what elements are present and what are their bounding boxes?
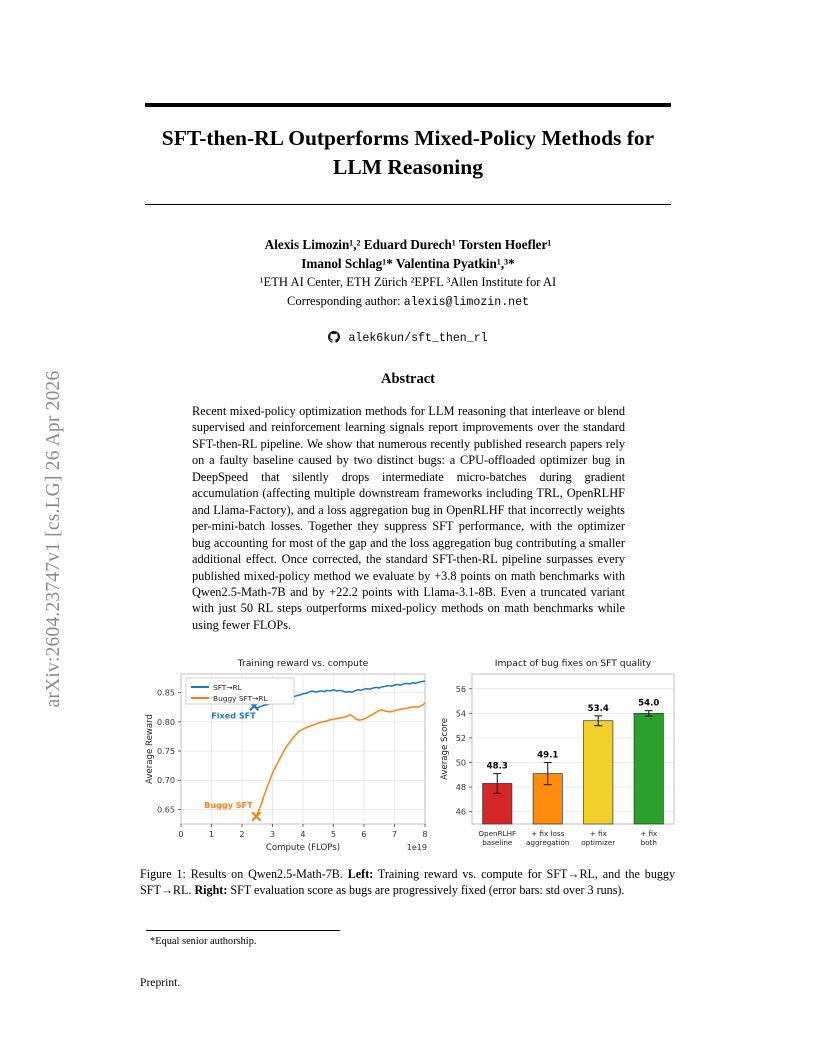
svg-text:optimizer: optimizer xyxy=(581,838,615,847)
svg-text:baseline: baseline xyxy=(482,838,513,847)
svg-text:8: 8 xyxy=(422,829,427,839)
svg-text:54: 54 xyxy=(456,708,466,718)
svg-text:1e19: 1e19 xyxy=(407,842,427,852)
svg-text:Training reward vs. compute: Training reward vs. compute xyxy=(237,658,369,669)
caption-prefix: Figure 1: Results on Qwen2.5-Math-7B. xyxy=(140,867,348,881)
header-rule-thick xyxy=(145,103,671,107)
corresponding-email[interactable]: alexis@limozin.net xyxy=(403,296,530,309)
repo-link[interactable]: alek6kun/sft_then_rl xyxy=(108,330,708,345)
svg-text:5: 5 xyxy=(331,829,336,839)
svg-text:54.0: 54.0 xyxy=(638,699,659,709)
svg-text:1: 1 xyxy=(209,829,214,839)
affiliation-line: ¹ETH AI Center, ETH Zürich ²EPFL ³Allen … xyxy=(259,275,557,289)
svg-text:0.80: 0.80 xyxy=(157,717,175,727)
svg-text:46: 46 xyxy=(456,807,466,817)
svg-text:Average Score: Average Score xyxy=(440,718,450,780)
svg-text:both: both xyxy=(641,838,657,847)
svg-text:7: 7 xyxy=(392,829,397,839)
svg-text:Average Reward: Average Reward xyxy=(145,714,155,784)
svg-text:SFT→RL: SFT→RL xyxy=(213,683,243,692)
abstract-heading: Abstract xyxy=(381,371,435,387)
svg-text:49.1: 49.1 xyxy=(537,751,558,761)
svg-text:0.75: 0.75 xyxy=(157,746,175,756)
svg-text:Fixed SFT: Fixed SFT xyxy=(211,710,256,720)
svg-text:0.65: 0.65 xyxy=(157,804,175,814)
svg-text:OpenRLHF: OpenRLHF xyxy=(478,829,516,838)
svg-text:Buggy SFT→RL: Buggy SFT→RL xyxy=(213,694,269,703)
svg-text:Compute (FLOPs): Compute (FLOPs) xyxy=(266,843,340,853)
bar-chart: 46 48 50 52 54 56 Average Score Impact of bug f… xyxy=(436,648,680,862)
svg-text:52: 52 xyxy=(456,733,466,743)
svg-text:56: 56 xyxy=(456,684,466,694)
author-line-2: Imanol Schlag¹* Valentina Pyatkin¹,³* xyxy=(301,255,515,271)
figure-1: 0 1 2 3 4 5 6 7 8 0.65 0.70 0.75 0.80 0.85 Compute (FL… xyxy=(140,648,680,862)
line-chart-svg: 0 1 2 3 4 5 6 7 8 0.65 0.70 0.75 0.80 0.85 Compute (FL… xyxy=(145,658,428,853)
svg-text:+ fix loss: + fix loss xyxy=(531,829,565,838)
svg-text:+ fix: + fix xyxy=(590,829,608,838)
figure-caption: Figure 1: Results on Qwen2.5-Math-7B. Le… xyxy=(140,867,675,899)
svg-text:53.4: 53.4 xyxy=(588,704,609,714)
svg-text:Impact of bug fixes on SFT qua: Impact of bug fixes on SFT quality xyxy=(495,658,652,669)
svg-text:+ fix: + fix xyxy=(640,829,658,838)
svg-text:aggregation: aggregation xyxy=(526,838,569,847)
svg-text:48.3: 48.3 xyxy=(487,762,508,772)
abstract-text: Recent mixed-policy optimization methods… xyxy=(192,404,625,632)
bar xyxy=(583,720,614,825)
github-icon xyxy=(328,331,341,343)
footnote-text: *Equal senior authorship. xyxy=(150,936,257,947)
bar xyxy=(633,712,664,825)
author-line-1: Alexis Limozin¹,² Eduard Durech¹ Torsten… xyxy=(264,237,552,252)
svg-text:0.85: 0.85 xyxy=(157,688,175,698)
svg-text:6: 6 xyxy=(361,829,366,839)
caption-left-text: Training reward vs. compute for SFT→RL, … xyxy=(140,867,676,897)
svg-text:0.70: 0.70 xyxy=(157,775,175,785)
caption-left-tag: Left: xyxy=(347,867,374,881)
caption-right-text: SFT evaluation score as bugs are progres… xyxy=(227,882,625,897)
svg-text:3: 3 xyxy=(270,829,275,839)
svg-text:2: 2 xyxy=(239,829,244,839)
corresponding-label: Corresponding author: xyxy=(286,294,401,308)
arxiv-stamp: arXiv:2604.23747v1 [cs.LG] 26 Apr 2026 xyxy=(43,370,64,708)
svg-text:0: 0 xyxy=(178,829,183,839)
line-chart: 0 1 2 3 4 5 6 7 8 0.65 0.70 0.75 0.80 0.85 Compute (FL… xyxy=(140,648,432,862)
svg-text:48: 48 xyxy=(456,782,466,792)
author-block: Alexis Limozin¹,² Eduard Durech¹ Torsten… xyxy=(108,236,708,273)
bar-chart-svg: 46 48 50 52 54 56 Average Score Impact of bug f… xyxy=(440,658,675,847)
footnote-rule xyxy=(146,930,340,931)
page-title: SFT-then-RL Outperforms Mixed-Policy Met… xyxy=(161,126,655,179)
svg-text:Buggy SFT: Buggy SFT xyxy=(204,800,253,810)
title-rule xyxy=(145,204,671,206)
svg-text:4: 4 xyxy=(300,829,305,839)
corresponding-author: Corresponding author: alexis@limozin.net xyxy=(108,294,708,309)
preprint-label: Preprint. xyxy=(140,976,181,989)
repo-path: alek6kun/sft_then_rl xyxy=(348,332,488,345)
svg-text:50: 50 xyxy=(456,758,466,768)
caption-right-tag: Right: xyxy=(194,882,228,897)
